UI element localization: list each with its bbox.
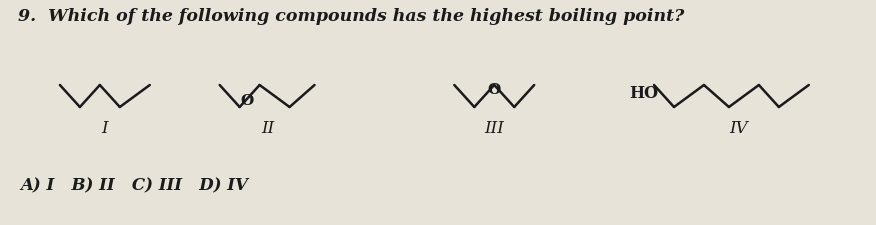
- Text: IV: IV: [730, 119, 748, 136]
- Text: HO: HO: [629, 85, 658, 102]
- Text: II: II: [261, 119, 274, 136]
- Text: A) I   B) II   C) III   D) IV: A) I B) II C) III D) IV: [20, 176, 248, 193]
- Text: 9.  Which of the following compounds has the highest boiling point?: 9. Which of the following compounds has …: [18, 8, 684, 25]
- Text: I: I: [102, 119, 108, 136]
- Text: III: III: [484, 119, 505, 136]
- Text: O: O: [240, 94, 253, 108]
- Text: O: O: [488, 83, 501, 97]
